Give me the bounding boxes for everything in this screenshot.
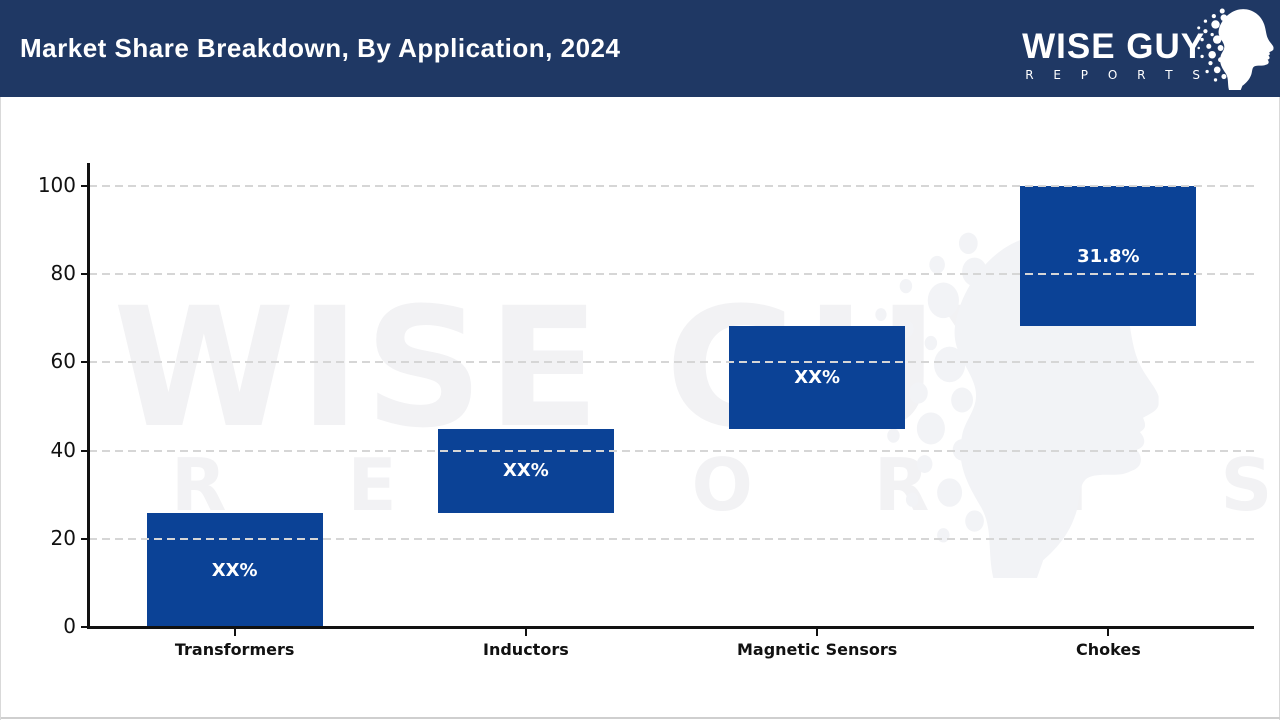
y-tick-label: 20 [50, 525, 76, 550]
y-tick-label: 40 [50, 437, 76, 462]
bar-chokes [1020, 186, 1197, 327]
x-category-label: Inductors [483, 640, 569, 659]
brand-logo: WISE GUY R E P O R T S [1019, 6, 1276, 90]
gridline-40 [89, 449, 1254, 452]
gridline-100 [89, 185, 1254, 187]
x-category-label: Chokes [1076, 640, 1141, 659]
y-tick-label: 0 [63, 614, 76, 638]
y-tick [81, 537, 89, 540]
x-tick [233, 627, 236, 636]
footer-divider [1, 717, 1280, 719]
gridline-20 [89, 537, 1254, 540]
gridline-80 [89, 273, 1254, 276]
y-tick [81, 361, 89, 364]
chart-canvas: WISE GUY R E P O R T S XX% Transformers XX… [0, 97, 1280, 720]
x-tick [816, 627, 819, 636]
bar-value-label: XX% [794, 366, 841, 388]
y-tick [81, 273, 89, 276]
brand-logo-text: WISE GUY R E P O R T S [1019, 29, 1208, 82]
page-title: Market Share Breakdown, By Application, … [20, 33, 621, 63]
x-category-label: Magnetic Sensors [736, 640, 898, 659]
bar-transformers [146, 513, 323, 627]
y-tick-label: 60 [50, 349, 76, 374]
header-bar: Market Share Breakdown, By Application, … [0, 0, 1280, 97]
brand-name: WISE GUY [1022, 26, 1206, 66]
x-axis-line [87, 626, 1254, 629]
y-tick-label: 80 [50, 261, 76, 286]
wiseguy-face-icon [1197, 8, 1274, 90]
y-tick [81, 626, 89, 628]
bar-inductors [437, 428, 614, 514]
y-tick-label: 100 [37, 173, 76, 197]
x-tick [1107, 627, 1110, 636]
bar-magnetic-sensors [729, 326, 906, 429]
bar-value-label: 31.8% [1077, 245, 1140, 267]
gridline-60 [89, 361, 1254, 364]
bar-value-label: XX% [211, 559, 258, 581]
y-tick [81, 185, 89, 187]
y-axis-line [87, 163, 90, 629]
brand-subtitle: R E P O R T S [1025, 67, 1208, 82]
y-tick [81, 449, 89, 452]
x-tick [524, 627, 527, 636]
x-category-label: Transformers [174, 640, 295, 659]
bar-value-label: XX% [502, 460, 549, 482]
